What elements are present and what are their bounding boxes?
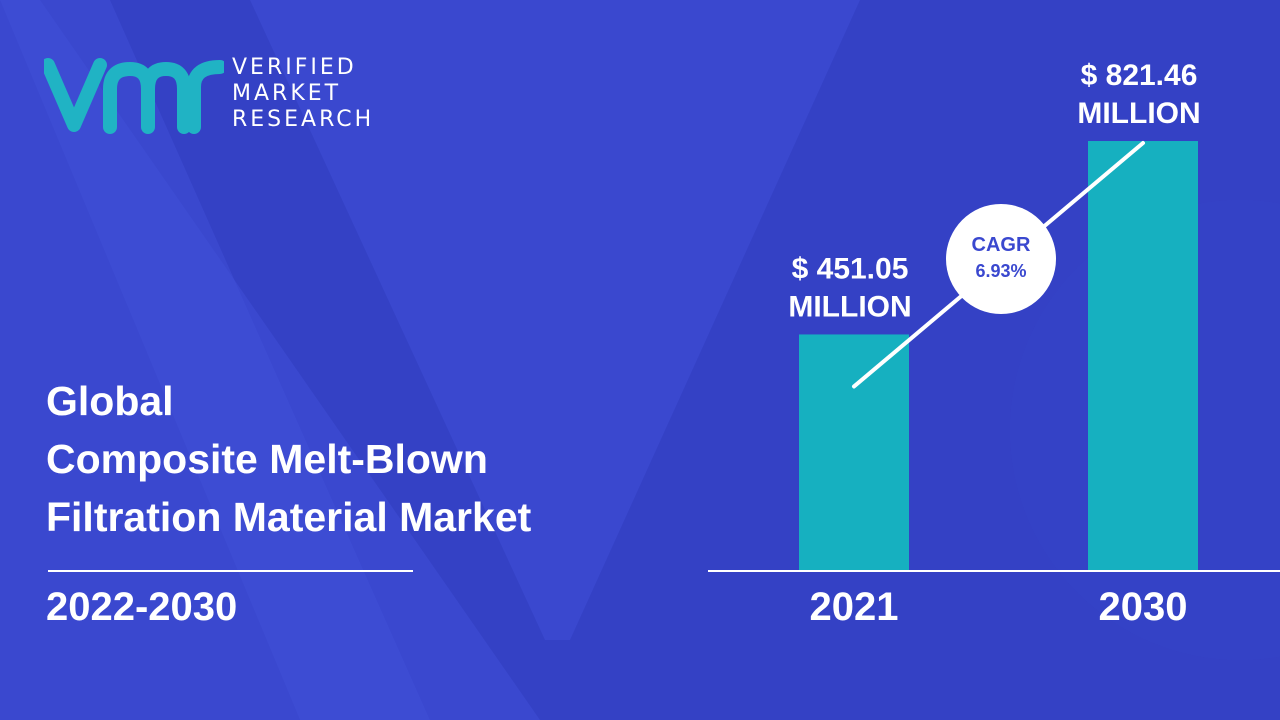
data-label-2021-line-2: MILLION xyxy=(788,290,911,323)
title-line-1: Global xyxy=(46,378,174,424)
title-divider xyxy=(48,570,413,572)
page-title: Global Composite Melt-Blown Filtration M… xyxy=(46,372,666,546)
title-line-2: Composite Melt-Blown xyxy=(46,436,488,482)
forecast-period: 2022-2030 xyxy=(46,585,238,629)
title-line-3: Filtration Material Market xyxy=(46,494,532,540)
brand-logo: VERIFIED MARKET RESEARCH xyxy=(44,55,404,135)
brand-name: VERIFIED MARKET RESEARCH xyxy=(232,55,374,133)
data-label-2030-line-2: MILLION xyxy=(1077,97,1200,130)
x-tick-label-2030: 2030 xyxy=(1099,585,1188,629)
brand-line-market: MARKET xyxy=(232,81,342,106)
vmr-logo-icon xyxy=(44,58,224,134)
data-label-2030-line-1: $ 821.46 xyxy=(1081,59,1198,92)
bar-2030 xyxy=(1088,141,1198,571)
x-tick-label-2021: 2021 xyxy=(810,585,899,629)
brand-line-research: RESEARCH xyxy=(232,107,375,132)
data-label-2021-line-1: $ 451.05 xyxy=(792,252,909,285)
cagr-value: 6.93% xyxy=(975,261,1026,281)
brand-line-verified: VERIFIED xyxy=(232,55,357,80)
cagr-label: CAGR xyxy=(972,234,1031,256)
cagr-badge xyxy=(946,204,1056,314)
bar-2021 xyxy=(799,334,909,570)
